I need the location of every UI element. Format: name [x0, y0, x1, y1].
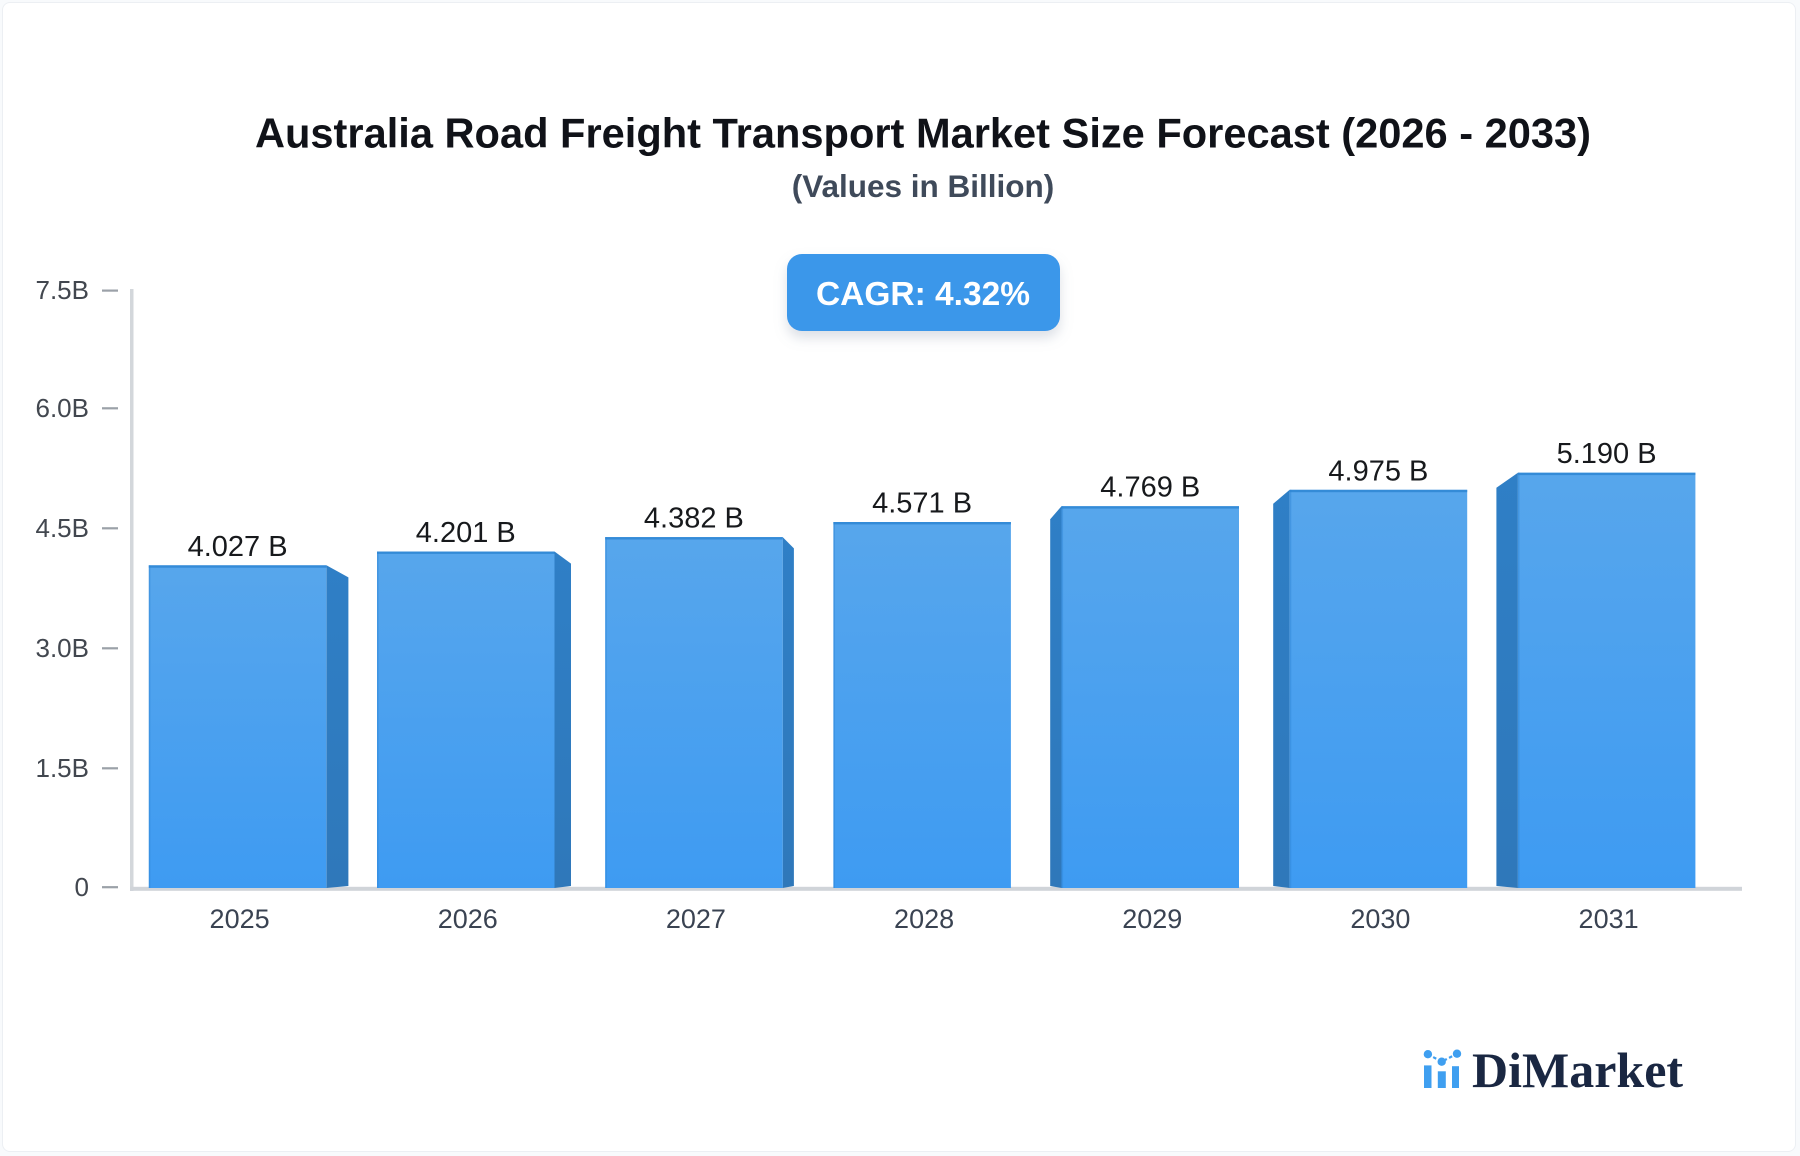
svg-text:4.027 B: 4.027 B [188, 531, 288, 563]
svg-text:5.190 B: 5.190 B [1557, 438, 1657, 470]
svg-text:4.201 B: 4.201 B [416, 517, 516, 549]
svg-text:CAGR: 4.32%: CAGR: 4.32% [816, 276, 1030, 313]
svg-text:2029: 2029 [1122, 904, 1182, 934]
svg-text:DiMarket: DiMarket [1472, 1042, 1683, 1098]
svg-text:2026: 2026 [438, 904, 498, 934]
svg-text:Australia Road Freight Transpo: Australia Road Freight Transport Market … [255, 110, 1591, 157]
svg-text:4.769 B: 4.769 B [1100, 472, 1200, 504]
svg-text:(Values in Billion): (Values in Billion) [792, 168, 1055, 204]
svg-text:4.382 B: 4.382 B [644, 503, 744, 535]
svg-text:4.975 B: 4.975 B [1328, 455, 1428, 487]
svg-text:1.5B: 1.5B [36, 753, 90, 783]
svg-text:2025: 2025 [210, 904, 270, 934]
svg-text:3.0B: 3.0B [36, 633, 90, 663]
svg-text:4.571 B: 4.571 B [872, 488, 972, 520]
svg-text:2027: 2027 [666, 904, 726, 934]
svg-text:4.5B: 4.5B [36, 513, 90, 543]
svg-text:7.5B: 7.5B [36, 275, 90, 305]
svg-text:6.0B: 6.0B [36, 393, 90, 423]
svg-text:0: 0 [75, 872, 89, 902]
svg-text:2028: 2028 [894, 904, 954, 934]
svg-text:2030: 2030 [1350, 904, 1410, 934]
svg-text:2031: 2031 [1579, 904, 1639, 934]
